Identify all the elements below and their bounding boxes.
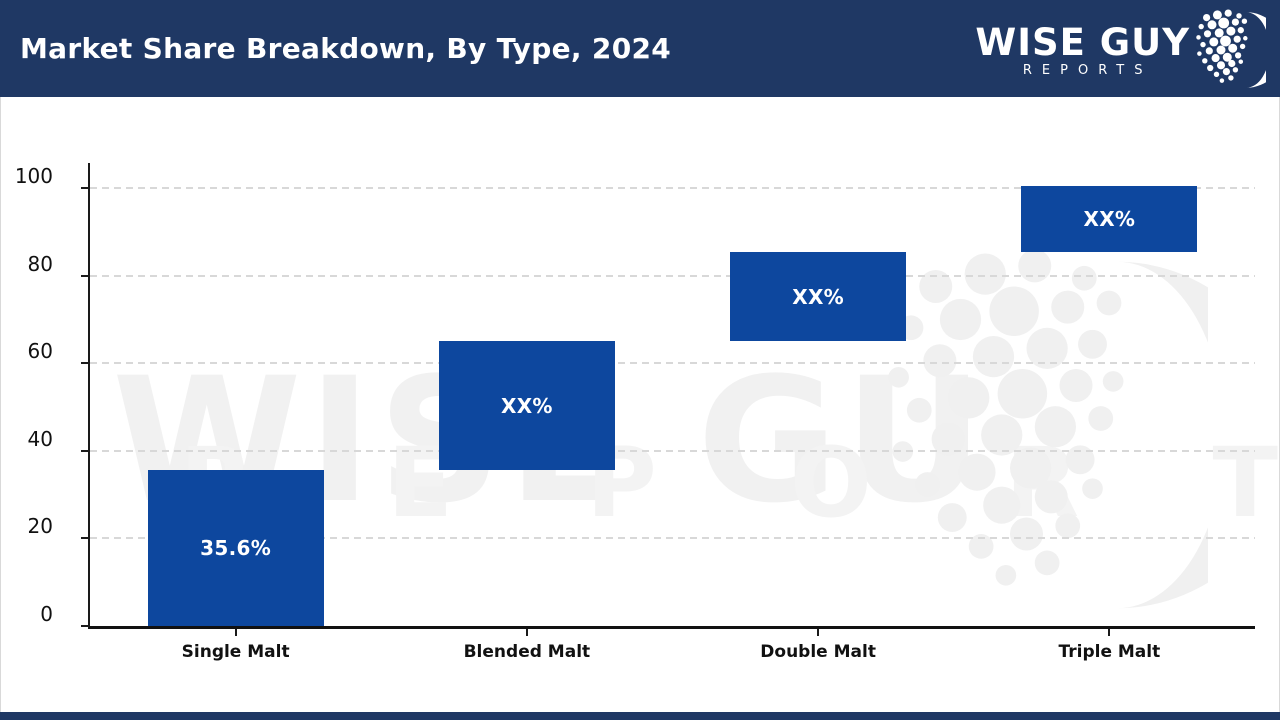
logo-wordmark: WISE GUY bbox=[975, 20, 1190, 64]
x-label-double-malt: Double Malt bbox=[760, 642, 876, 662]
bar-blended-malt: XX% bbox=[438, 341, 615, 471]
x-label-single-malt: Single Malt bbox=[181, 642, 290, 662]
y-tick-20 bbox=[81, 537, 88, 540]
bar-single-malt: 35.6% bbox=[147, 470, 324, 626]
footer-bar bbox=[0, 712, 1280, 720]
y-tick-label-60: 60 bbox=[27, 339, 53, 364]
gridline-60 bbox=[90, 362, 1255, 365]
y-tick-100 bbox=[81, 187, 88, 189]
wiseguy-logo-text: WISE GUY REPORTS bbox=[975, 24, 1190, 77]
logo-subtitle: REPORTS bbox=[1022, 62, 1153, 78]
plot-area: 0 20 40 60 80 100 35.6% Single Malt XX% Blended M… bbox=[15, 163, 1255, 662]
y-tick-label-0: 0 bbox=[40, 602, 53, 626]
x-label-blended-malt: Blended Malt bbox=[463, 642, 591, 662]
x-tick-4 bbox=[1108, 629, 1111, 636]
bar-value-label: XX% bbox=[500, 393, 553, 418]
gridline-40 bbox=[90, 449, 1255, 452]
y-tick-40 bbox=[81, 449, 88, 452]
header-bar: Market Share Breakdown, By Type, 2024 WI… bbox=[0, 0, 1280, 97]
x-tick-2 bbox=[525, 629, 528, 636]
y-tick-label-40: 40 bbox=[27, 426, 53, 451]
wiseguy-head-icon bbox=[1196, 9, 1266, 88]
y-tick-label-80: 80 bbox=[27, 251, 53, 276]
y-tick-label-20: 20 bbox=[27, 514, 53, 539]
y-tick-60 bbox=[81, 362, 88, 365]
bar-double-malt: XX% bbox=[730, 251, 907, 342]
gridline-80 bbox=[90, 274, 1255, 277]
gridline-20 bbox=[90, 537, 1255, 540]
bar-value-label: XX% bbox=[1083, 207, 1136, 232]
page-title: Market Share Breakdown, By Type, 2024 bbox=[20, 32, 672, 65]
y-tick-80 bbox=[81, 274, 88, 277]
x-tick-3 bbox=[817, 629, 820, 636]
x-tick-1 bbox=[234, 629, 237, 636]
bar-value-label: 35.6% bbox=[200, 536, 272, 561]
y-tick-label-100: 100 bbox=[14, 164, 53, 188]
bar-value-label: XX% bbox=[792, 284, 845, 309]
x-label-triple-malt: Triple Malt bbox=[1058, 642, 1161, 662]
y-tick-0 bbox=[81, 625, 88, 627]
gridline-100 bbox=[90, 187, 1255, 189]
bar-triple-malt: XX% bbox=[1021, 186, 1198, 252]
wiseguy-logo: WISE GUY REPORTS bbox=[975, 6, 1266, 94]
